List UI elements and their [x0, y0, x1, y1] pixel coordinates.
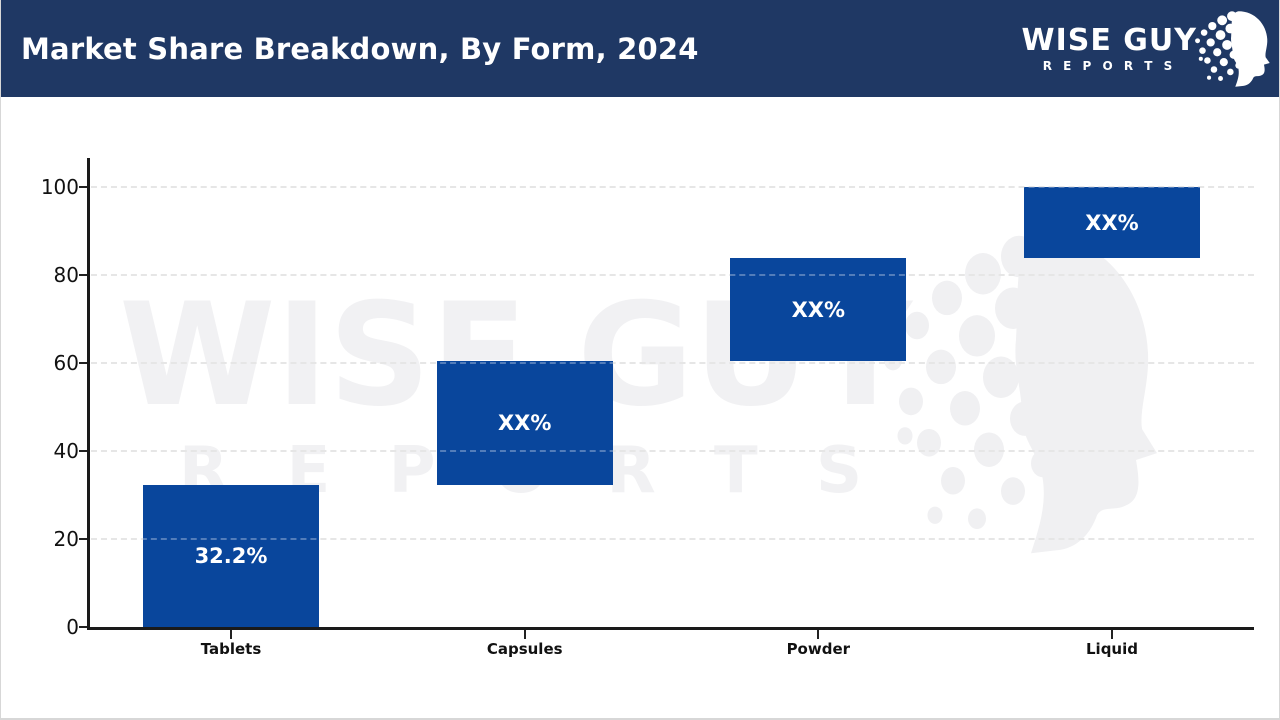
gridline-80 — [91, 274, 1254, 276]
gridline-overlay-100 — [91, 186, 1254, 188]
x-tick-label-powder: Powder — [786, 640, 851, 658]
bar-powder: XX% — [730, 258, 907, 361]
gridline-overlay-80 — [91, 274, 1254, 276]
x-tick-powder — [817, 630, 820, 639]
page-title: Market Share Breakdown, By Form, 2024 — [21, 31, 699, 66]
bar-value-label: XX% — [791, 297, 846, 322]
bar-liquid: XX% — [1024, 187, 1200, 259]
x-tick-capsules — [523, 630, 526, 639]
header: Market Share Breakdown, By Form, 2024 WI… — [1, 0, 1279, 97]
chart-canvas: WISE GUY R E P O R T S 32.2%XX%XX%XX%020… — [1, 97, 1279, 718]
y-tick-label-80: 80 — [53, 263, 79, 287]
gridline-60 — [91, 362, 1254, 364]
x-tick-label-tablets: Tablets — [200, 640, 262, 658]
y-tick-40 — [79, 450, 89, 452]
y-tick-0 — [79, 626, 89, 628]
bar-value-label: XX% — [497, 411, 552, 436]
logo-wordmark: WISE GUY R E P O R T S — [1021, 25, 1197, 73]
gridline-40 — [91, 450, 1254, 452]
logo-line1: WISE GUY — [1021, 23, 1197, 59]
y-tick-60 — [79, 362, 89, 364]
bar-value-label: 32.2% — [194, 544, 268, 569]
x-tick-liquid — [1111, 630, 1113, 639]
gridline-overlay-40 — [91, 450, 1254, 452]
x-tick-label-liquid: Liquid — [1086, 640, 1138, 658]
y-tick-100 — [79, 186, 89, 188]
x-axis-line — [87, 627, 1254, 630]
logo-head-icon — [1195, 11, 1270, 87]
y-tick-label-20: 20 — [53, 527, 79, 551]
gridline-20 — [91, 538, 1254, 540]
y-tick-label-0: 0 — [66, 615, 79, 639]
y-tick-label-60: 60 — [53, 351, 79, 375]
y-tick-label-100: 100 — [40, 175, 79, 199]
gridline-100 — [91, 186, 1254, 188]
x-tick-label-capsules: Capsules — [486, 640, 563, 658]
bar-tablets: 32.2% — [143, 485, 319, 627]
gridline-overlay-20 — [91, 538, 1254, 540]
gridline-overlay-60 — [91, 362, 1254, 364]
y-axis-line — [87, 158, 90, 630]
x-tick-tablets — [230, 630, 232, 639]
bar-capsules: XX% — [436, 360, 613, 486]
bar-value-label: XX% — [1085, 210, 1139, 235]
y-tick-label-40: 40 — [53, 439, 79, 463]
wise-guy-reports-logo: WISE GUY R E P O R T S — [1021, 4, 1273, 94]
logo-line2: R E P O R T S — [1042, 58, 1176, 73]
y-tick-80 — [79, 274, 89, 276]
y-tick-20 — [79, 538, 89, 540]
